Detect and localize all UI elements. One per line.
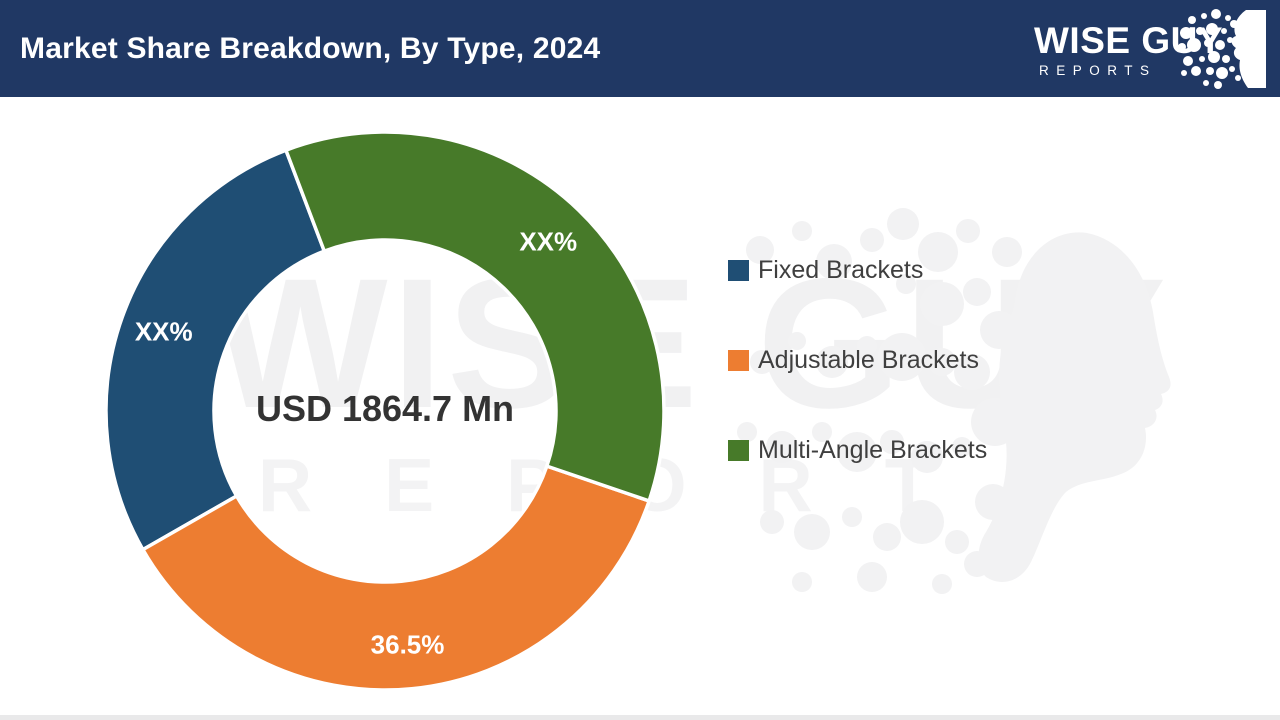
slice-percentage-label: XX% [519,226,578,257]
donut-slice-multi-angle-brackets [284,130,666,503]
chart-legend: Fixed Brackets Adjustable Brackets Multi… [728,258,987,528]
legend-item-fixed-brackets: Fixed Brackets [728,256,987,284]
title-bar: Market Share Breakdown, By Type, 2024 WI… [0,0,1280,97]
slice-percentage-label: 36.5% [370,629,445,660]
wise-guy-logo: WISE GUY REPORTS [1034,9,1266,89]
page-title: Market Share Breakdown, By Type, 2024 [20,31,601,65]
donut-slice-adjustable-brackets [141,464,651,692]
chart-center-value: USD 1864.7 Mn [255,388,515,429]
footer-strip [0,715,1280,720]
donut-slice-fixed-brackets [104,148,327,552]
legend-swatch-adjustable-brackets-icon [728,349,749,371]
logo-head-icon [1178,9,1266,89]
slice-percentage-label: XX% [134,316,193,347]
legend-item-adjustable-brackets: Adjustable Brackets [728,346,987,374]
logo-reports-text: REPORTS [1039,63,1157,78]
legend-label: Adjustable Brackets [758,346,979,374]
legend-swatch-fixed-brackets-icon [728,259,749,281]
legend-item-multi-angle-brackets: Multi-Angle Brackets [728,436,988,464]
legend-swatch-multi-angle-brackets-icon [728,439,749,461]
legend-label: Fixed Brackets [758,256,924,284]
legend-label: Multi-Angle Brackets [758,436,988,464]
